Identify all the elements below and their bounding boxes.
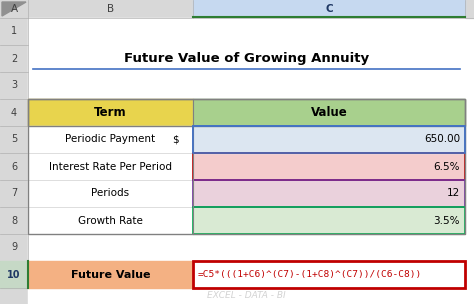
Bar (28, 99, 465, 234)
Text: A: A (10, 4, 18, 14)
Bar (28, 153, 193, 180)
Text: 7: 7 (11, 188, 17, 199)
Text: 3.5%: 3.5% (434, 216, 460, 226)
Text: Interest Rate Per Period: Interest Rate Per Period (49, 161, 172, 171)
Text: 5: 5 (11, 134, 17, 144)
Text: B: B (107, 4, 114, 14)
Bar (193, 126, 465, 153)
Bar (28, 99, 465, 126)
Bar (0, 261, 28, 288)
Bar (193, 126, 465, 153)
Text: $   650.00: $ 650.00 (408, 134, 460, 144)
Text: 8: 8 (11, 216, 17, 226)
Text: Future Value: Future Value (71, 270, 150, 279)
Bar (193, 180, 465, 207)
Text: Value: Value (310, 106, 347, 119)
Text: EXCEL - DATA - BI: EXCEL - DATA - BI (207, 292, 286, 300)
Text: =C5*(((1+C6)^(C7)-(1+C8)^(C7))/(C6-C8)): =C5*(((1+C6)^(C7)-(1+C8)^(C7))/(C6-C8)) (198, 270, 422, 279)
Bar (193, 99, 465, 126)
Bar (28, 261, 193, 288)
Text: 12: 12 (447, 188, 460, 199)
Bar (193, 180, 465, 207)
Bar (193, 207, 465, 234)
Bar (28, 180, 193, 207)
Bar (0, 0, 474, 18)
Bar (193, 126, 465, 153)
Text: 9: 9 (11, 243, 17, 253)
Text: Growth Rate: Growth Rate (78, 216, 143, 226)
Bar (193, 261, 465, 288)
Text: Periodic Payment: Periodic Payment (65, 134, 155, 144)
Text: 10: 10 (7, 270, 21, 279)
Bar (193, 126, 465, 153)
Bar (28, 99, 193, 126)
Text: Periods: Periods (91, 188, 129, 199)
Bar (193, 153, 465, 180)
Text: C: C (325, 4, 333, 14)
Bar (28, 126, 193, 153)
Text: 2: 2 (11, 54, 17, 64)
Text: 6.5%: 6.5% (434, 161, 460, 171)
Text: $: $ (172, 134, 178, 144)
Text: 650.00: 650.00 (424, 134, 460, 144)
Bar (193, 207, 465, 234)
Bar (193, 153, 465, 180)
Text: 4: 4 (11, 108, 17, 118)
Text: 3: 3 (11, 81, 17, 91)
Text: Term: Term (94, 106, 127, 119)
Text: 6: 6 (11, 161, 17, 171)
Bar (28, 207, 193, 234)
Polygon shape (2, 2, 26, 16)
Text: Future Value of Growing Annuity: Future Value of Growing Annuity (124, 52, 369, 65)
Text: 1: 1 (11, 26, 17, 36)
Bar (0, 18, 28, 304)
Bar (193, 261, 465, 288)
Bar (193, 0, 465, 18)
